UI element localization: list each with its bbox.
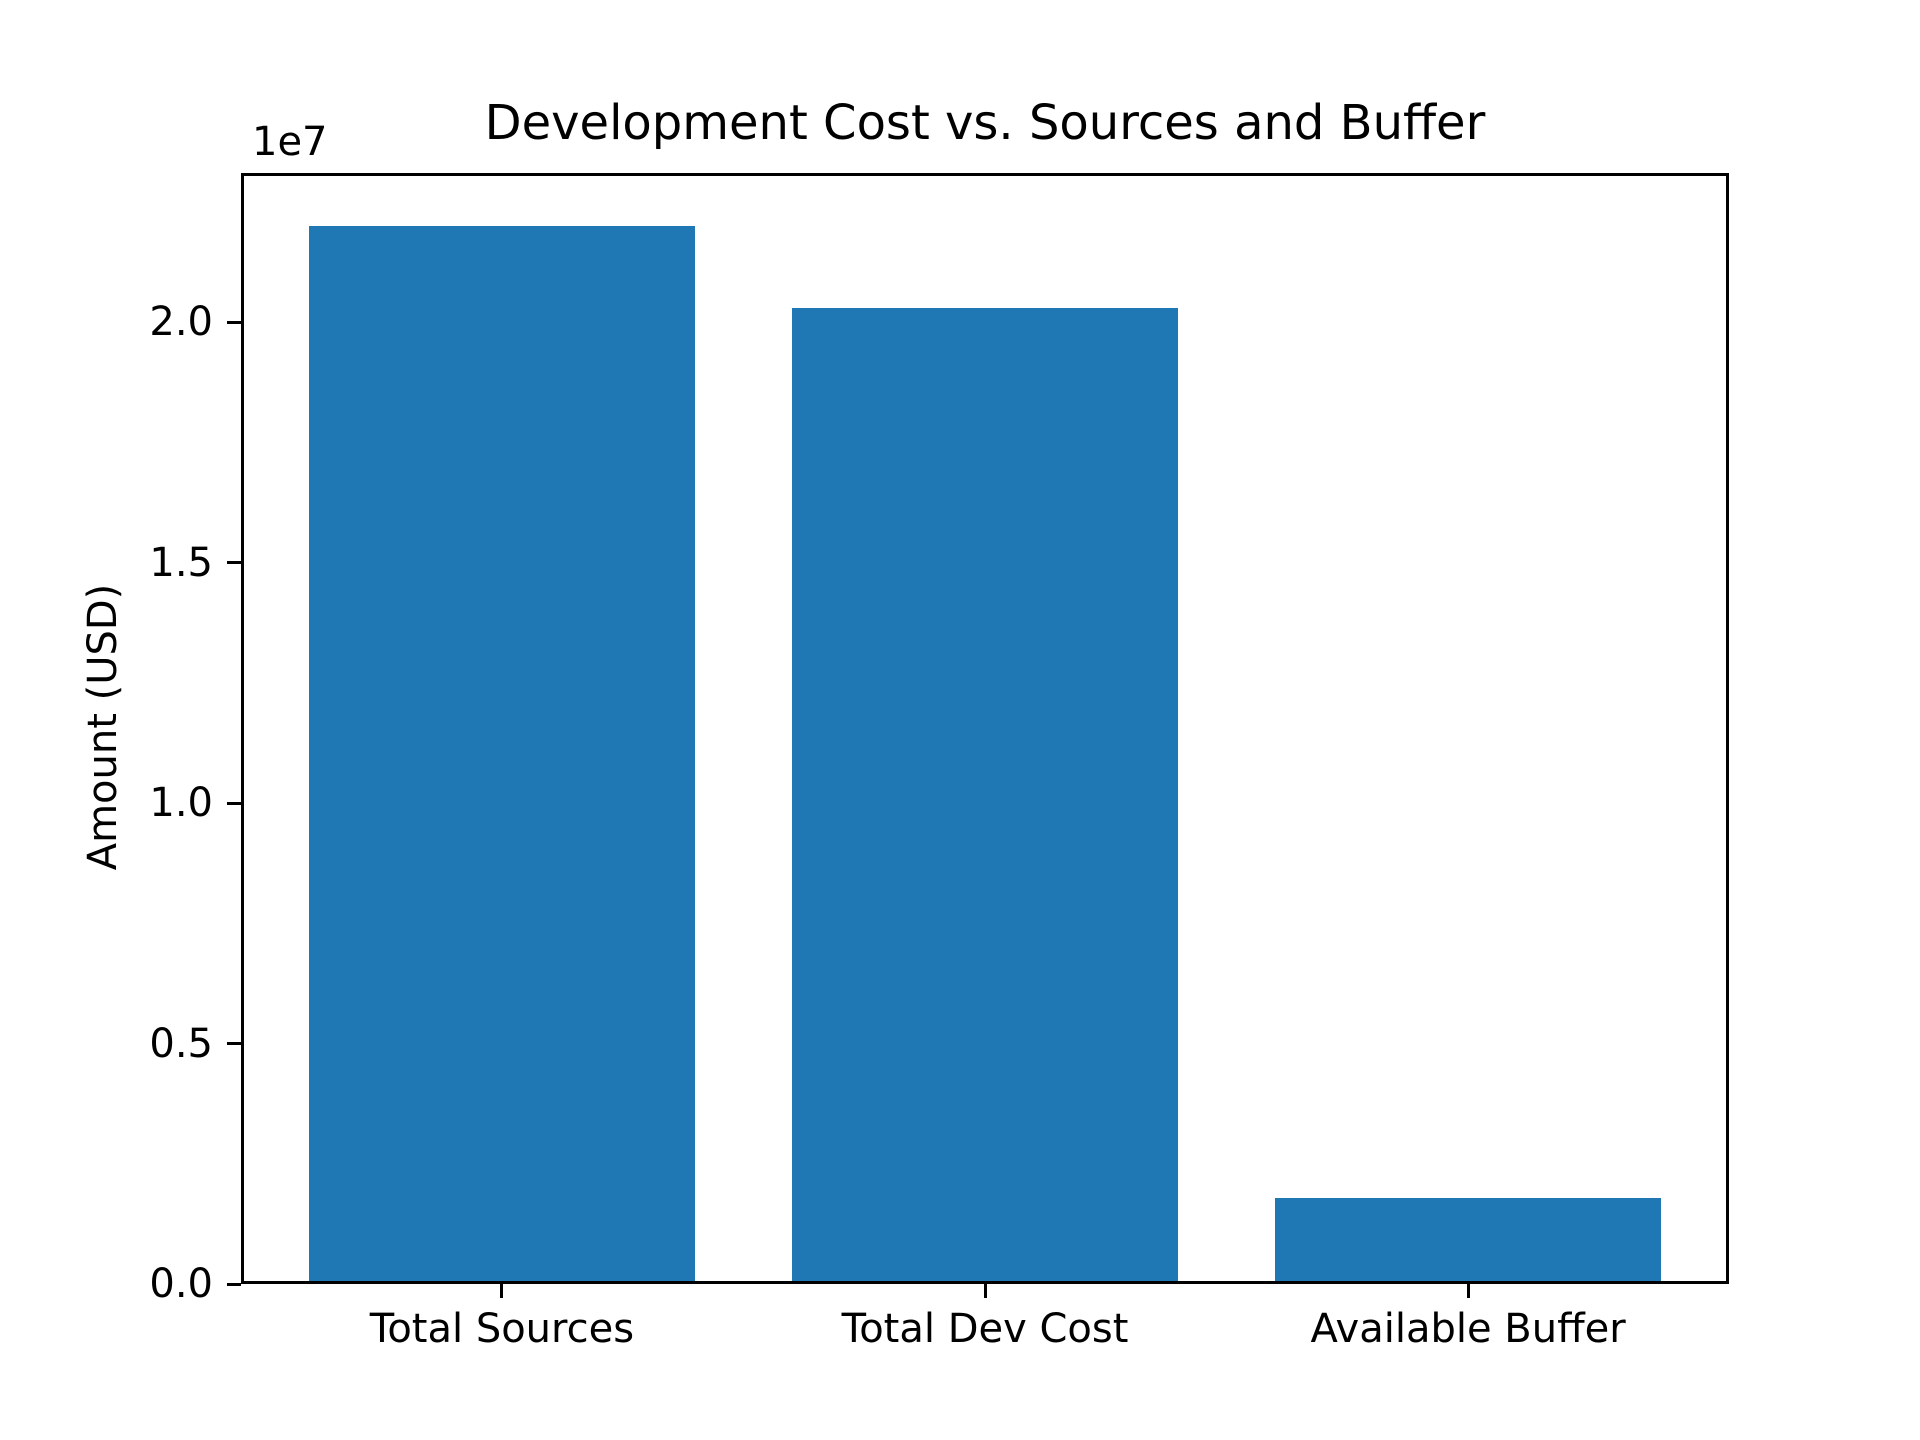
y-tick: [227, 1282, 241, 1286]
chart-title: Development Cost vs. Sources and Buffer: [484, 95, 1486, 151]
y-tick: [227, 561, 241, 565]
y-tick-label-0.5: 0.5: [149, 1020, 213, 1067]
bar-total-sources: [308, 225, 696, 1284]
plot-area: [241, 173, 1729, 1284]
y-tick-label-2.0: 2.0: [149, 299, 213, 346]
y-tick-label-0.0: 0.0: [149, 1261, 213, 1307]
x-tick: [983, 1284, 987, 1298]
x-tick-label-total-sources: Total Sources: [369, 1306, 635, 1352]
y-tick-label-1.5: 1.5: [149, 539, 213, 586]
x-tick-label-total-dev-cost: Total Dev Cost: [841, 1306, 1129, 1352]
y-tick-label-1.0: 1.0: [149, 780, 213, 827]
y-axis-offset-label: 1e7: [252, 119, 328, 165]
y-tick: [227, 320, 241, 324]
y-tick: [227, 1042, 241, 1046]
x-tick: [500, 1284, 504, 1298]
bar-total-dev-cost: [791, 307, 1179, 1284]
x-tick: [1466, 1284, 1470, 1298]
y-tick: [227, 801, 241, 805]
x-tick-label-available-buffer: Available Buffer: [1310, 1306, 1626, 1352]
y-axis-label: Amount (USD): [80, 583, 126, 871]
bar-available-buffer: [1274, 1198, 1662, 1284]
